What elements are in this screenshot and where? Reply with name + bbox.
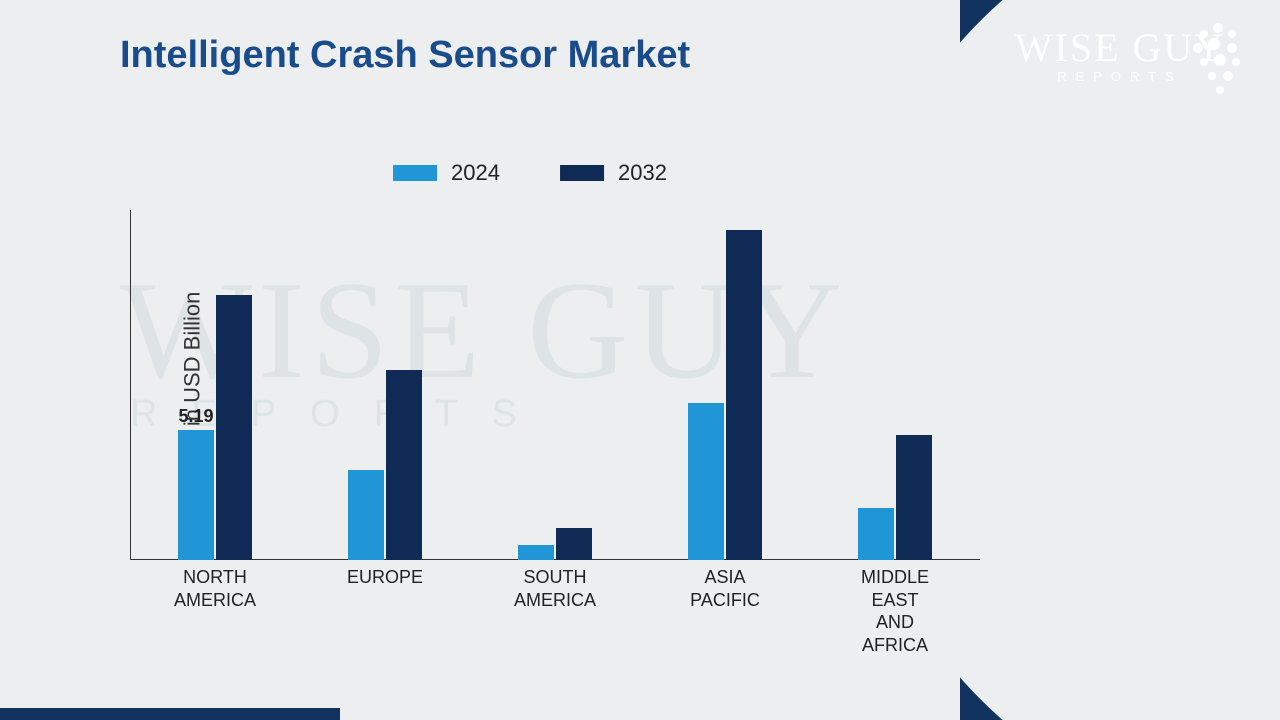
legend-swatch-b [560,165,604,181]
bar-2024 [688,403,724,561]
stage: WISE GUY REPORTS Intelligent Crash Senso… [0,0,1280,720]
plot-area: 5.19 [130,210,980,560]
bar-2032 [216,295,252,560]
x-tick-label: ASIA PACIFIC [650,566,800,611]
bar-2032 [896,435,932,560]
legend-label-b: 2032 [618,160,667,186]
x-tick-label: EUROPE [310,566,460,589]
legend-item-2024: 2024 [393,160,500,186]
brain-icon [1184,20,1254,100]
legend: 2024 2032 [393,160,667,186]
chart-title: Intelligent Crash Sensor Market [120,34,690,77]
legend-label-a: 2024 [451,160,500,186]
legend-item-2032: 2032 [560,160,667,186]
x-tick-label: NORTH AMERICA [140,566,290,611]
bottom-accent-bar [0,708,340,720]
x-tick-label: MIDDLE EAST AND AFRICA [820,566,970,656]
bar-2032 [556,528,592,561]
bar-2032 [386,370,422,560]
brand-logo: WISE GUY REPORTS [990,24,1250,84]
x-tick-label: SOUTH AMERICA [480,566,630,611]
legend-swatch-a [393,165,437,181]
x-axis-labels: NORTH AMERICA EUROPE SOUTH AMERICA ASIA PAC… [130,560,980,680]
bar-2024: 5.19 [178,430,214,560]
bar-2024 [348,470,384,560]
y-axis-line [130,210,131,560]
bar-2024 [518,545,554,560]
bar-2032 [726,230,762,560]
bar-2024 [858,508,894,561]
chart: Market Size in USD Billion 2024 2032 5.1… [60,160,1000,680]
bar-value-label: 5.19 [178,406,213,427]
